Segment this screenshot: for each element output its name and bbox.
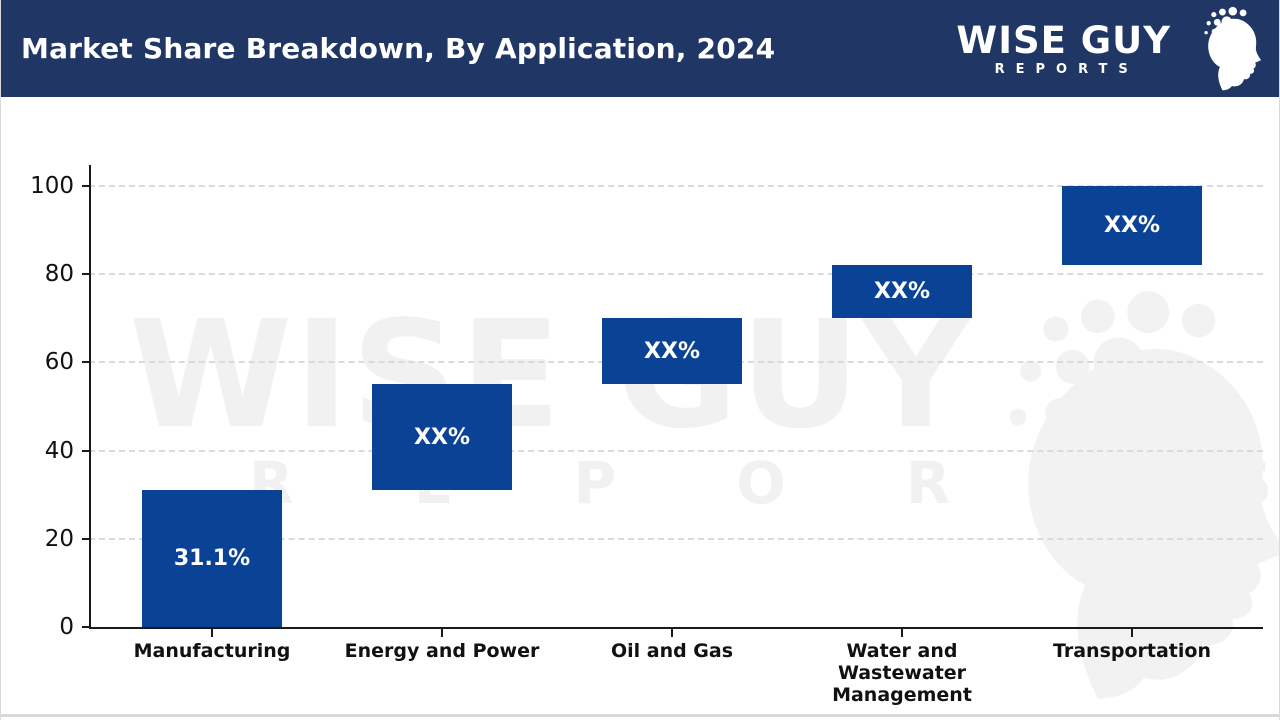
- chart-canvas: WISE GUY R E P O R T S 0 20 40 60 80 100 31.1%…: [1, 97, 1279, 717]
- x-tick-manufacturing: [211, 629, 213, 637]
- face-dots-icon: [1204, 6, 1262, 90]
- x-tick-energy-and-power: [441, 629, 443, 637]
- y-tick-0: [82, 626, 89, 628]
- bar-value-label-transportation: XX%: [1104, 213, 1160, 239]
- bar-transportation: XX%: [1062, 186, 1202, 266]
- brand-name: WISE GUY: [956, 18, 1171, 62]
- x-tick-water-and-wastewater-management: [901, 629, 903, 637]
- bar-energy-and-power: XX%: [372, 384, 512, 490]
- y-tick-100: [82, 185, 89, 187]
- page-title: Market Share Breakdown, By Application, …: [21, 32, 776, 65]
- bar-value-label-manufacturing: 31.1%: [173, 545, 251, 571]
- y-tick-label-100: 100: [30, 173, 74, 199]
- y-tick-60: [82, 361, 89, 364]
- category-label-water-and-wastewater-management: Water and Wastewater Management: [832, 640, 972, 706]
- y-tick-40: [82, 449, 89, 452]
- gridline-100: [89, 185, 1263, 187]
- brand-logo-text: WISE GUY REPORTS: [956, 22, 1171, 76]
- gridline-20: [89, 537, 1263, 540]
- gridline-40: [89, 449, 1263, 452]
- category-label-energy-and-power: Energy and Power: [344, 640, 540, 662]
- y-axis: [89, 165, 91, 629]
- watermark-face-dots-icon: [1009, 291, 1279, 699]
- category-label-transportation: Transportation: [1052, 640, 1211, 662]
- bar-water-and-wastewater-management: XX%: [832, 265, 972, 319]
- bar-value-label-energy-and-power: XX%: [414, 424, 470, 450]
- y-tick-label-80: 80: [44, 261, 74, 288]
- bar-value-label-water-and-wastewater-management: XX%: [874, 279, 930, 305]
- bar-value-label-oil-and-gas: XX%: [644, 338, 700, 364]
- y-tick-20: [82, 537, 89, 540]
- header-banner: Market Share Breakdown, By Application, …: [1, 0, 1279, 97]
- bar-manufacturing: 31.1%: [142, 489, 282, 627]
- plot-area: 0 20 40 60 80 100 31.1% Manufacturing XX% Energy …: [1, 97, 1279, 717]
- category-label-oil-and-gas: Oil and Gas: [610, 640, 734, 662]
- watermark-text-primary: WISE GUY: [129, 289, 972, 461]
- x-tick-oil-and-gas: [671, 629, 673, 637]
- y-tick-label-0: 0: [59, 614, 74, 640]
- brand-logo: WISE GUY REPORTS: [956, 6, 1265, 92]
- y-tick-80: [82, 273, 89, 276]
- y-tick-label-20: 20: [44, 525, 74, 552]
- brand-subname: REPORTS: [994, 61, 1139, 77]
- y-tick-label-60: 60: [44, 349, 74, 376]
- x-tick-transportation: [1131, 629, 1133, 637]
- x-axis: [89, 627, 1263, 629]
- gridline-80: [89, 273, 1263, 276]
- bar-oil-and-gas: XX%: [602, 318, 742, 385]
- y-tick-label-40: 40: [44, 437, 74, 464]
- category-label-manufacturing: Manufacturing: [133, 640, 291, 662]
- footer-divider: [1, 714, 1279, 717]
